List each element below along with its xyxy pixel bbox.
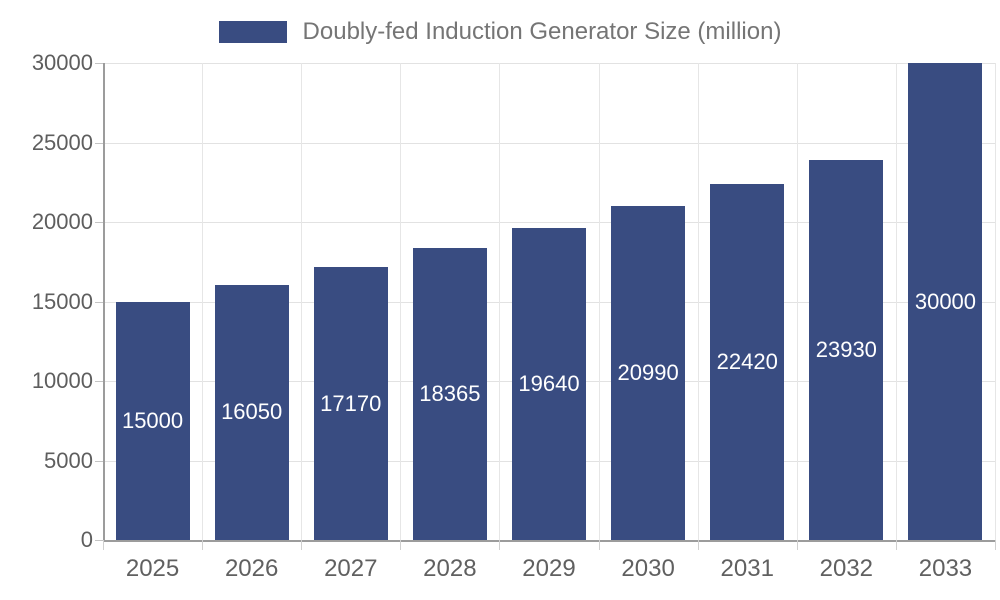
v-gridline [301, 63, 303, 540]
x-tick-label: 2031 [720, 555, 774, 582]
v-gridline [499, 63, 501, 540]
y-tick-mark [95, 222, 103, 223]
bar: 19640 [512, 227, 586, 540]
x-tick-mark [895, 540, 897, 550]
h-gridline [103, 222, 995, 223]
v-gridline [697, 63, 699, 540]
x-tick-label: 2025 [125, 555, 180, 582]
legend[interactable]: Doubly-fed Induction Generator Size (mil… [0, 14, 1000, 50]
y-tick-label: 30000 [31, 50, 93, 75]
y-tick-mark [95, 381, 103, 382]
v-gridline [400, 63, 402, 540]
y-tick-mark [95, 301, 103, 303]
bar-value-label: 19640 [518, 370, 580, 396]
y-tick-label: 25000 [31, 129, 93, 155]
y-tick-label: 5000 [44, 447, 93, 473]
bar-value-label: 17170 [320, 390, 382, 416]
x-tick-label: 2030 [621, 555, 675, 582]
y-tick-label: 10000 [31, 368, 93, 393]
bar: 20990 [611, 206, 686, 540]
bar-value-label: 20990 [617, 360, 679, 386]
x-tick-label: 2027 [324, 555, 378, 582]
x-tick-mark [301, 540, 303, 550]
bar-value-label: 30000 [914, 288, 977, 314]
bar: 23930 [809, 159, 884, 540]
bar: 30000 [908, 63, 983, 540]
y-tick-label: 20000 [31, 209, 93, 234]
x-tick-label: 2028 [423, 555, 477, 582]
y-axis-line [103, 63, 105, 540]
v-gridline [995, 63, 996, 540]
x-tick-label: 2033 [918, 555, 973, 582]
bar: 18365 [412, 248, 487, 540]
x-axis-line [103, 540, 995, 542]
x-tick-mark [103, 540, 104, 550]
x-tick-mark [995, 540, 996, 550]
y-tick-label: 15000 [31, 288, 93, 314]
x-tick-label: 2032 [819, 555, 874, 582]
legend-swatch[interactable] [218, 21, 287, 43]
bar: 22420 [710, 183, 785, 540]
bar-value-label: 15000 [121, 407, 184, 433]
x-tick-mark [598, 540, 600, 550]
plot-area: 15000 16050 17170 18365 19640 20990 22420 23930… [103, 63, 996, 540]
v-gridline [598, 63, 600, 540]
v-gridline [796, 63, 798, 540]
bar-value-label: 18365 [419, 381, 481, 406]
h-gridline [103, 142, 995, 144]
bar-value-label: 22420 [716, 348, 778, 374]
y-tick-mark [95, 540, 103, 541]
v-gridline [202, 63, 204, 540]
bar: 16050 [214, 284, 289, 540]
bar-value-label: 23930 [815, 336, 877, 362]
y-tick-mark [95, 63, 103, 64]
h-gridline [103, 63, 995, 64]
x-tick-mark [400, 540, 402, 550]
y-tick-label: 0 [80, 527, 93, 552]
y-tick-mark [95, 142, 103, 144]
x-tick-mark [499, 540, 501, 550]
x-tick-mark [697, 540, 699, 550]
x-tick-mark [202, 540, 204, 550]
bar: 17170 [313, 267, 388, 540]
y-tick-mark [95, 460, 103, 462]
bar-value-label: 16050 [221, 399, 283, 425]
legend-label[interactable]: Doubly-fed Induction Generator Size (mil… [302, 18, 782, 45]
x-tick-label: 2029 [522, 555, 576, 582]
v-gridline [895, 63, 897, 540]
x-tick-mark [796, 540, 798, 550]
x-tick-label: 2026 [224, 555, 279, 582]
bar: 15000 [115, 301, 190, 540]
